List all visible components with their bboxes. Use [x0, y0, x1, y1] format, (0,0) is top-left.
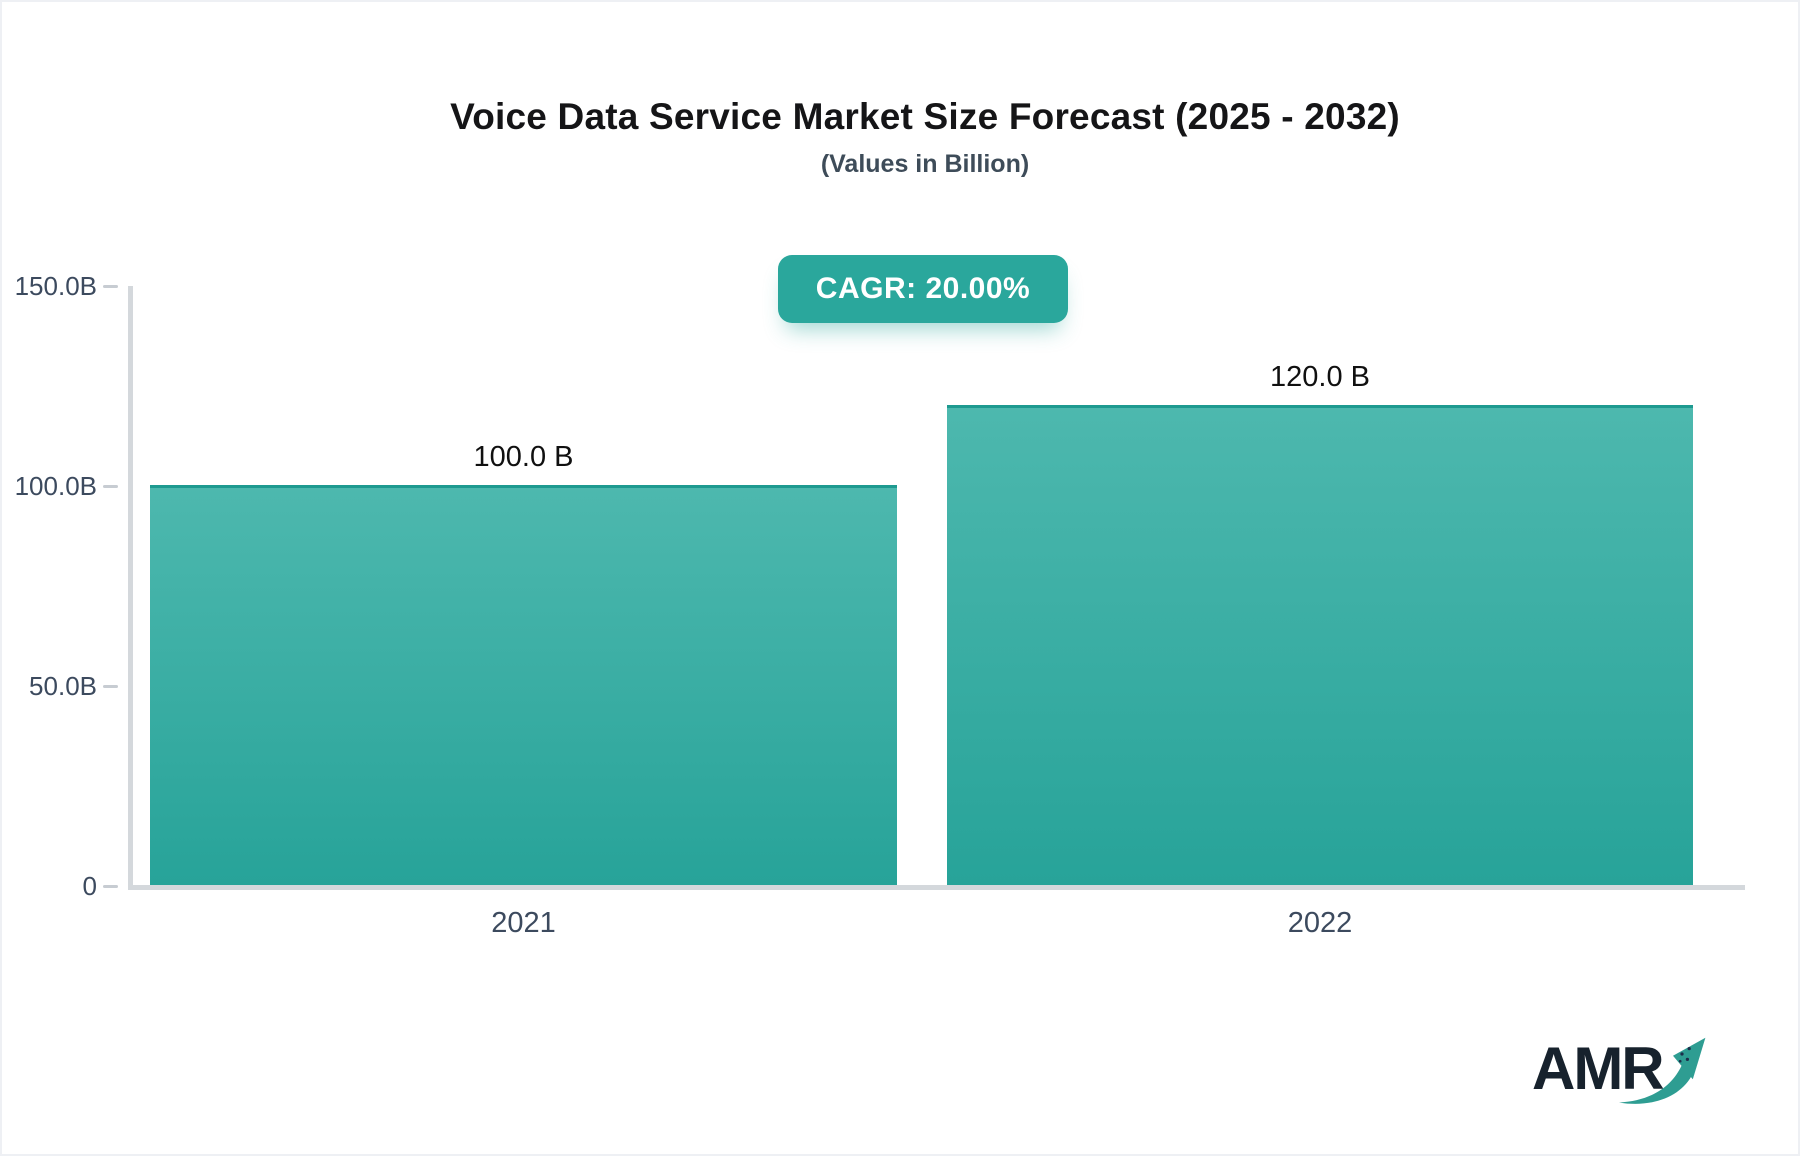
y-tick-label: 100.0B — [14, 471, 97, 501]
y-tick-mark — [103, 685, 118, 688]
x-axis-label: 2022 — [1287, 907, 1353, 939]
y-tick-mark — [103, 885, 118, 888]
chart-subtitle: (Values in Billion) — [820, 150, 1030, 178]
growth-arrow-icon — [1619, 1037, 1706, 1104]
amr-logo: AMR — [1532, 1038, 1732, 1118]
logo-text: AMR — [1532, 1035, 1665, 1102]
bar-value-label: 100.0 B — [473, 441, 574, 473]
bar-2022 — [947, 405, 1693, 885]
bar-value-label: 120.0 B — [1270, 361, 1370, 393]
y-tick-label: 50.0B — [29, 671, 97, 701]
cagr-badge: CAGR: 20.00% — [778, 255, 1068, 323]
bar-2021 — [150, 485, 897, 885]
y-axis-line — [128, 286, 133, 890]
y-tick-label: 0 — [82, 871, 97, 901]
chart-title: Voice Data Service Market Size Forecast … — [450, 96, 1400, 137]
x-axis-label: 2021 — [491, 907, 556, 939]
y-tick-mark — [103, 285, 118, 288]
y-tick-label: 150.0B — [14, 271, 97, 301]
cagr-badge-label: CAGR: 20.00% — [815, 272, 1031, 305]
x-axis-line — [128, 885, 1745, 890]
y-tick-mark — [103, 485, 118, 488]
